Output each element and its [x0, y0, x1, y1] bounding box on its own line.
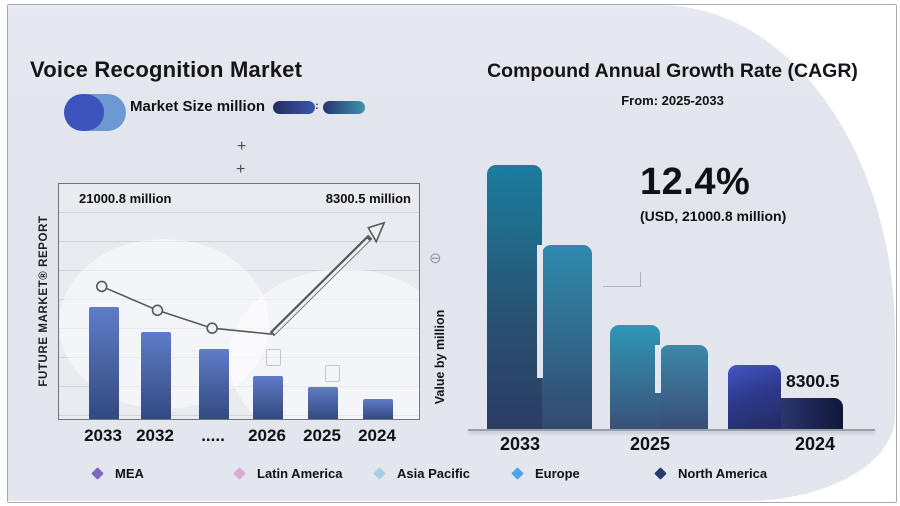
cagr-header: Compound Annual Growth Rate (CAGR) From:…	[455, 60, 890, 108]
page-title: Voice Recognition Market	[30, 57, 303, 82]
cagr-title: Compound Annual Growth Rate (CAGR)	[487, 60, 858, 82]
diamond-icon	[511, 467, 524, 480]
trend-line-arrow	[95, 221, 386, 337]
bar-2025-right	[660, 345, 708, 430]
bar-2033-left	[487, 165, 542, 430]
cagr-bar-chart	[468, 165, 875, 431]
bar-2024	[363, 399, 393, 419]
x-axis-labels: 2033 2032 ..... 2026 2025 2024	[58, 426, 420, 450]
legend-label: Europe	[535, 466, 580, 481]
legend-item-asia-pacific: Asia Pacific	[373, 466, 470, 481]
tick-label: 2024	[794, 434, 836, 454]
max-value-label: 21000.8 million	[79, 191, 172, 206]
legend-label: Latin America	[257, 466, 343, 481]
tick-label: 2025	[303, 426, 341, 445]
bar-2025-left	[610, 325, 660, 430]
diamond-icon	[373, 467, 386, 480]
bar-2025	[308, 387, 338, 419]
legend-item-europe: Europe	[511, 466, 580, 481]
gradient-pill-icon	[273, 101, 315, 114]
plus-icon: +	[237, 138, 247, 155]
x-axis-line	[468, 429, 875, 431]
bar-ellipsis-years	[199, 349, 229, 419]
diamond-icon	[233, 467, 246, 480]
bar-series	[59, 299, 419, 419]
series-label: Market Size million	[130, 98, 266, 115]
bar-2033-right	[542, 245, 592, 430]
document-watermark-icon	[266, 349, 281, 366]
bar-2032	[141, 332, 171, 419]
diamond-icon	[654, 467, 667, 480]
document-watermark-icon	[325, 365, 340, 382]
watermark-brand: FUTURE MARKET® REPORT	[38, 215, 50, 387]
y-axis-label: Value by million	[433, 309, 447, 405]
legend-label: North America	[678, 466, 768, 481]
legend-item-north-america: North America	[654, 466, 768, 481]
corner-bracket-decoration	[603, 272, 641, 287]
plus-icon: +	[236, 161, 246, 178]
cagr-detail: (USD, 21000.8 million)	[640, 208, 787, 224]
bar-2033	[89, 307, 119, 419]
tick-label: .....	[201, 426, 225, 445]
legend-item-mea: MEA	[91, 466, 144, 481]
tick-label: 2025	[629, 434, 671, 454]
cylinder-icon	[64, 94, 126, 131]
tick-label: 2032	[136, 426, 174, 445]
cagr-subtitle: From: 2025-2033	[621, 93, 724, 108]
bar-2024-left	[728, 365, 781, 430]
tick-label: 2024	[358, 426, 396, 445]
cagr-value: 12.4%	[640, 161, 751, 203]
ratio-separator: :	[315, 100, 319, 112]
bar-value-label: 8300.5	[786, 371, 840, 391]
tick-label: 2026	[248, 426, 286, 445]
bar-2026	[253, 376, 283, 419]
legend-label: MEA	[115, 466, 144, 481]
market-size-chart: 21000.8 million 8300.5 million	[58, 183, 420, 420]
legend-label: Asia Pacific	[397, 466, 470, 481]
diamond-icon	[91, 467, 104, 480]
min-value-label: 8300.5 million	[325, 191, 411, 206]
circle-minus-icon: ⊖	[429, 250, 442, 267]
legend-item-latin-america: Latin America	[233, 466, 343, 481]
tick-label: 2033	[84, 426, 122, 445]
bar-gap	[655, 345, 661, 393]
tick-label: 2033	[499, 434, 541, 454]
gradient-pill-icon	[323, 101, 365, 114]
bar-2024-right	[781, 398, 843, 430]
bar-gap	[537, 245, 543, 378]
